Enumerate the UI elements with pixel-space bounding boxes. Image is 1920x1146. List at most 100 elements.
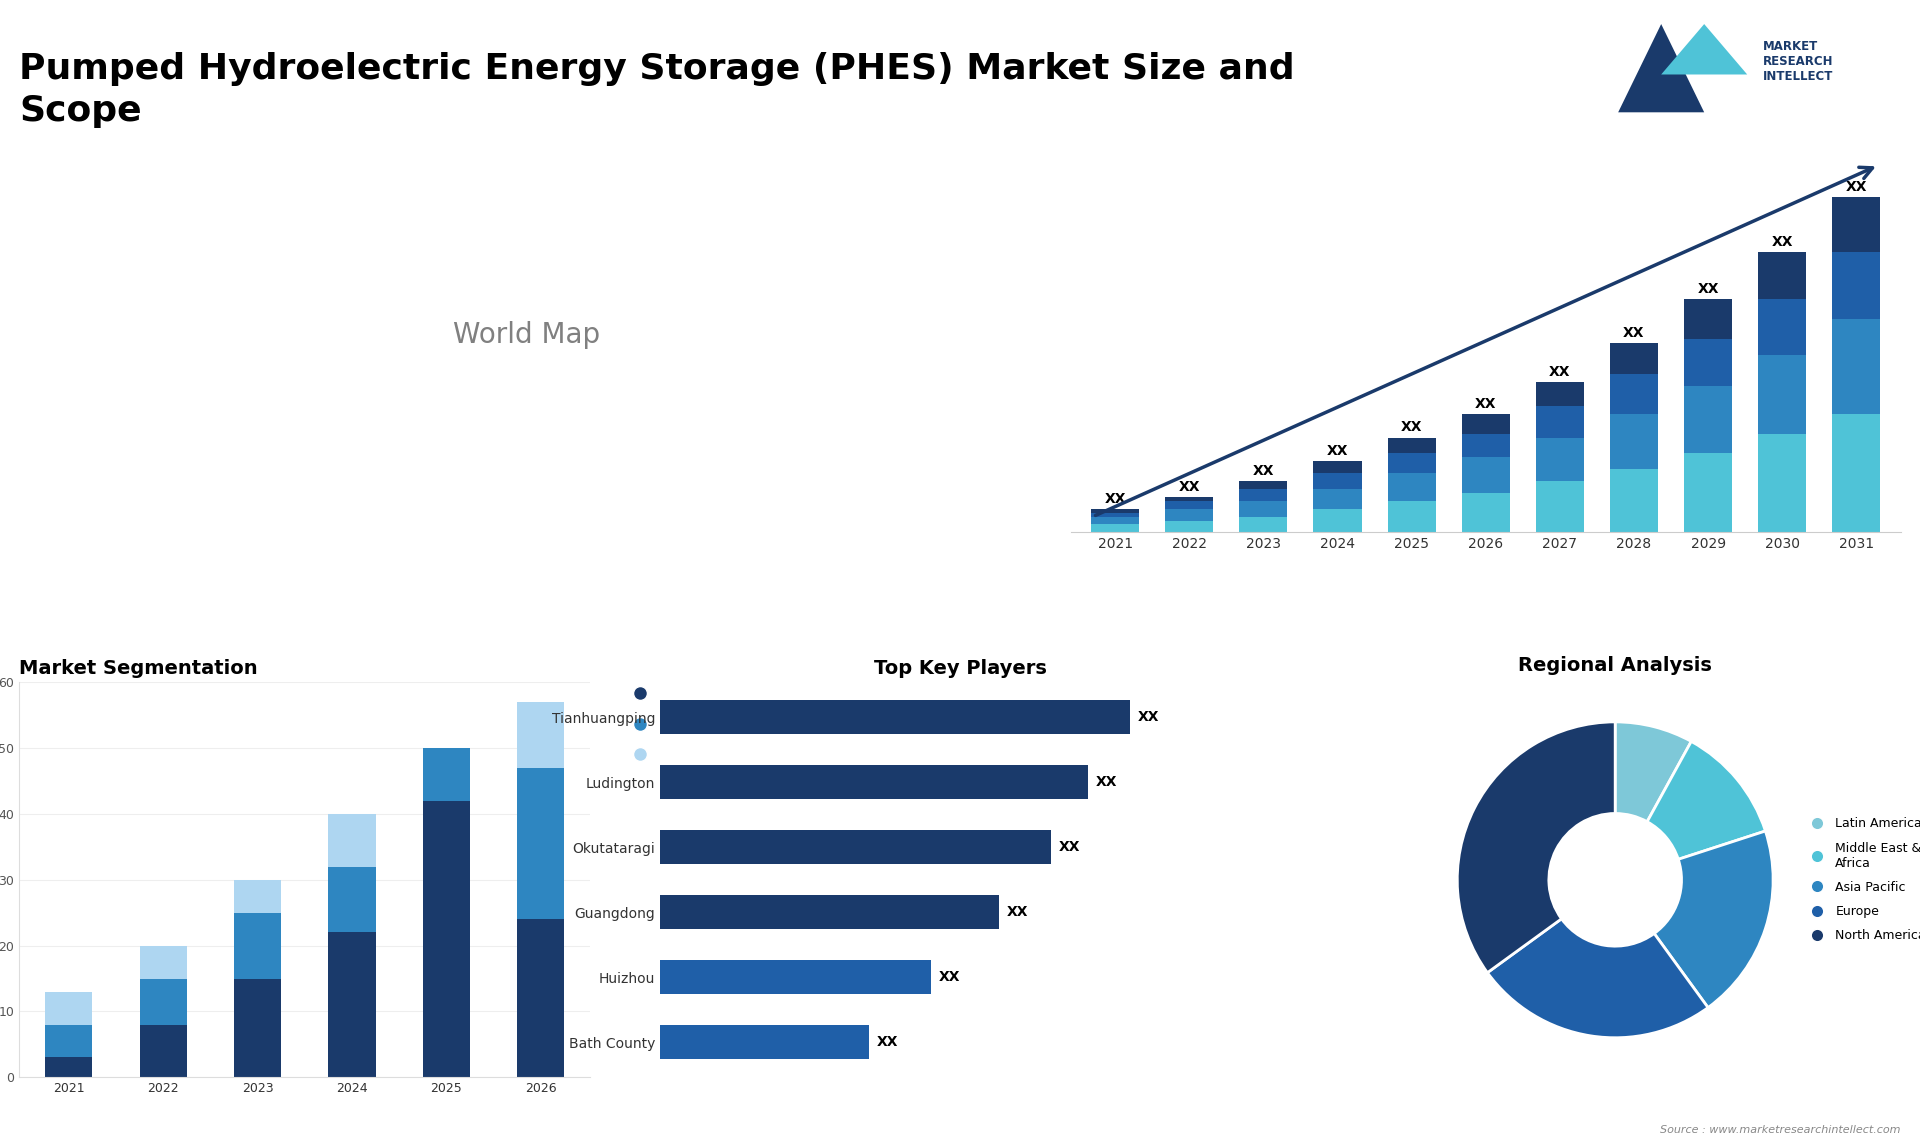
Text: XX: XX <box>1622 325 1645 339</box>
Bar <box>140 979 186 1025</box>
Wedge shape <box>1655 831 1774 1007</box>
Bar <box>1313 489 1361 509</box>
Bar <box>328 814 376 866</box>
Bar <box>1091 525 1139 533</box>
Bar <box>1832 252 1880 319</box>
Bar <box>1165 509 1213 520</box>
Text: XX: XX <box>1697 282 1718 297</box>
Bar <box>1238 517 1288 533</box>
Bar <box>1759 299 1807 354</box>
Bar <box>1238 481 1288 489</box>
Bar <box>1759 433 1807 533</box>
Text: XX: XX <box>1137 711 1160 724</box>
Text: Source : www.marketresearchintellect.com: Source : www.marketresearchintellect.com <box>1661 1124 1901 1135</box>
Text: XX: XX <box>1060 840 1081 854</box>
Text: XX: XX <box>939 971 960 984</box>
Bar <box>1536 438 1584 481</box>
Wedge shape <box>1647 741 1764 860</box>
Text: XX: XX <box>1252 464 1275 478</box>
Bar <box>660 700 1129 735</box>
Wedge shape <box>1615 722 1692 822</box>
Legend: Type, Application, Geography: Type, Application, Geography <box>620 682 743 768</box>
Bar <box>1461 414 1509 433</box>
Bar <box>1165 501 1213 509</box>
Text: World Map: World Map <box>453 321 601 348</box>
Polygon shape <box>1661 24 1747 74</box>
Text: XX: XX <box>1006 905 1029 919</box>
Bar <box>516 919 564 1077</box>
Bar <box>1165 497 1213 501</box>
Bar <box>1165 520 1213 533</box>
Bar <box>1536 406 1584 438</box>
Bar <box>1536 383 1584 406</box>
Text: XX: XX <box>1475 397 1496 410</box>
Bar <box>660 895 998 929</box>
Text: Pumped Hydroelectric Energy Storage (PHES) Market Size and
Scope: Pumped Hydroelectric Energy Storage (PHE… <box>19 52 1294 127</box>
Bar <box>516 768 564 919</box>
Bar <box>1313 462 1361 473</box>
Bar <box>1684 339 1732 386</box>
Bar <box>1313 509 1361 533</box>
Text: XX: XX <box>1549 366 1571 379</box>
Bar <box>660 960 931 995</box>
Bar <box>1461 493 1509 533</box>
Bar <box>1238 501 1288 517</box>
Bar <box>46 991 92 1025</box>
Text: XX: XX <box>1772 235 1793 249</box>
Text: XX: XX <box>1845 180 1866 194</box>
Bar <box>1684 454 1732 533</box>
Bar <box>1091 512 1139 517</box>
Bar <box>1684 386 1732 454</box>
Bar <box>46 1025 92 1058</box>
Text: XX: XX <box>1179 480 1200 494</box>
Bar <box>328 866 376 933</box>
Bar <box>1388 501 1436 533</box>
Bar <box>234 979 280 1077</box>
Bar <box>140 1025 186 1077</box>
Bar <box>140 945 186 979</box>
Bar <box>1609 343 1659 375</box>
Bar <box>1684 299 1732 339</box>
Text: XX: XX <box>1402 421 1423 434</box>
Bar <box>234 912 280 979</box>
Bar <box>46 1058 92 1077</box>
Text: XX: XX <box>877 1035 899 1050</box>
Bar <box>660 766 1089 799</box>
Bar <box>1609 469 1659 533</box>
Bar <box>1388 438 1436 454</box>
Bar <box>1388 473 1436 501</box>
Text: XX: XX <box>1104 492 1125 505</box>
Bar <box>1759 252 1807 299</box>
Text: Market Segmentation: Market Segmentation <box>19 659 257 678</box>
Bar <box>1609 414 1659 469</box>
Legend: Latin America, Middle East &
Africa, Asia Pacific, Europe, North America: Latin America, Middle East & Africa, Asi… <box>1799 813 1920 948</box>
Wedge shape <box>1488 919 1709 1038</box>
Bar <box>516 702 564 768</box>
Text: XX: XX <box>1327 445 1348 458</box>
Polygon shape <box>1619 24 1705 112</box>
Bar <box>1832 319 1880 414</box>
Bar <box>660 831 1052 864</box>
Bar <box>1609 375 1659 414</box>
Title: Top Key Players: Top Key Players <box>874 659 1046 678</box>
Bar <box>234 880 280 912</box>
Bar <box>422 801 470 1077</box>
Text: MARKET
RESEARCH
INTELLECT: MARKET RESEARCH INTELLECT <box>1763 40 1834 84</box>
Bar <box>328 933 376 1077</box>
Title: Regional Analysis: Regional Analysis <box>1519 657 1713 675</box>
Bar <box>1461 457 1509 493</box>
Bar <box>1832 414 1880 533</box>
Bar <box>1091 517 1139 525</box>
Bar <box>1313 473 1361 489</box>
Bar <box>1238 489 1288 501</box>
Bar <box>1091 509 1139 512</box>
Bar <box>1461 433 1509 457</box>
Bar <box>422 748 470 801</box>
Wedge shape <box>1457 722 1615 973</box>
Bar <box>1759 354 1807 433</box>
Bar <box>1536 481 1584 533</box>
Bar <box>660 1026 868 1059</box>
Bar <box>1832 197 1880 252</box>
Text: XX: XX <box>1096 776 1117 790</box>
Bar <box>1388 454 1436 473</box>
